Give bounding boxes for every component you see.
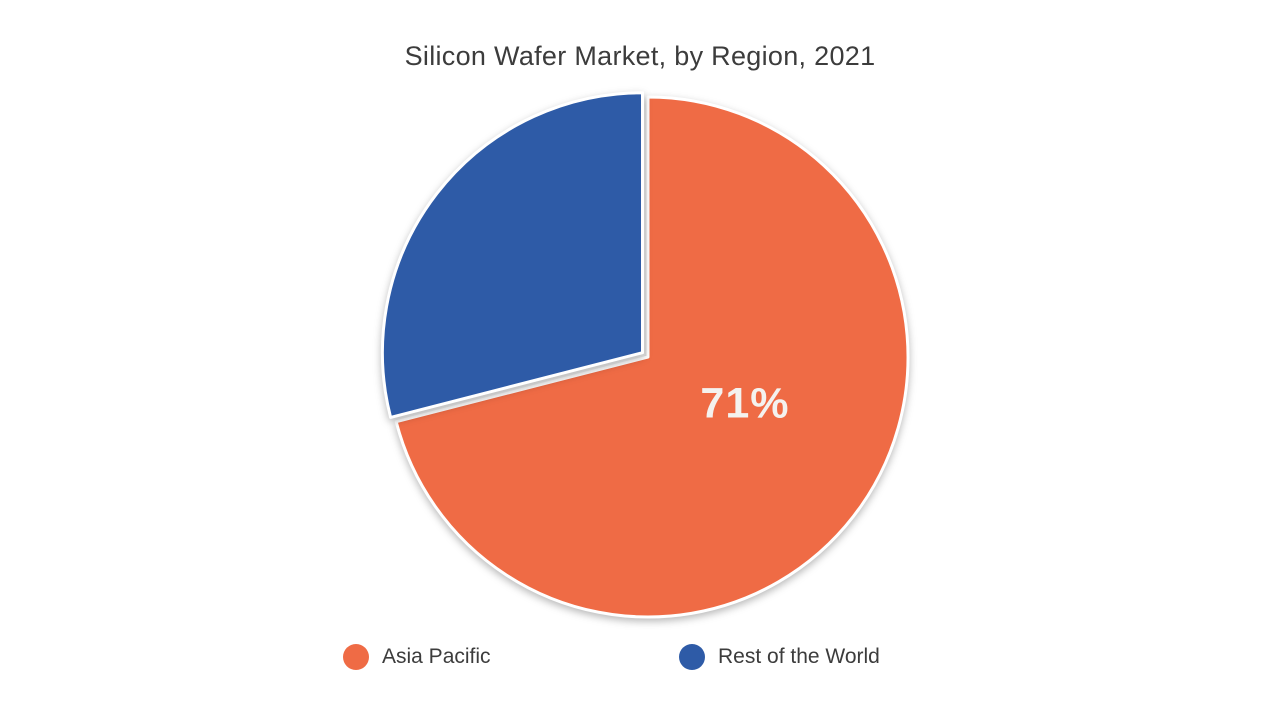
legend-swatch-rest-of-the-world-icon bbox=[679, 644, 705, 670]
legend-swatch-asia-pacific-icon bbox=[343, 644, 369, 670]
pie-slice-asia-pacific bbox=[394, 95, 910, 619]
chart-title: Silicon Wafer Market, by Region, 2021 bbox=[404, 41, 876, 71]
legend-label-rest-of-the-world: Rest of the World bbox=[718, 645, 880, 668]
legend-item-asia-pacific: Asia Pacific bbox=[343, 644, 491, 670]
pie-slice-rest-of-the-world bbox=[380, 91, 644, 419]
legend-label-asia-pacific: Asia Pacific bbox=[382, 645, 491, 668]
legend-item-rest-of-the-world: Rest of the World bbox=[679, 644, 880, 670]
data-label-71-percent: 71% bbox=[700, 379, 790, 428]
